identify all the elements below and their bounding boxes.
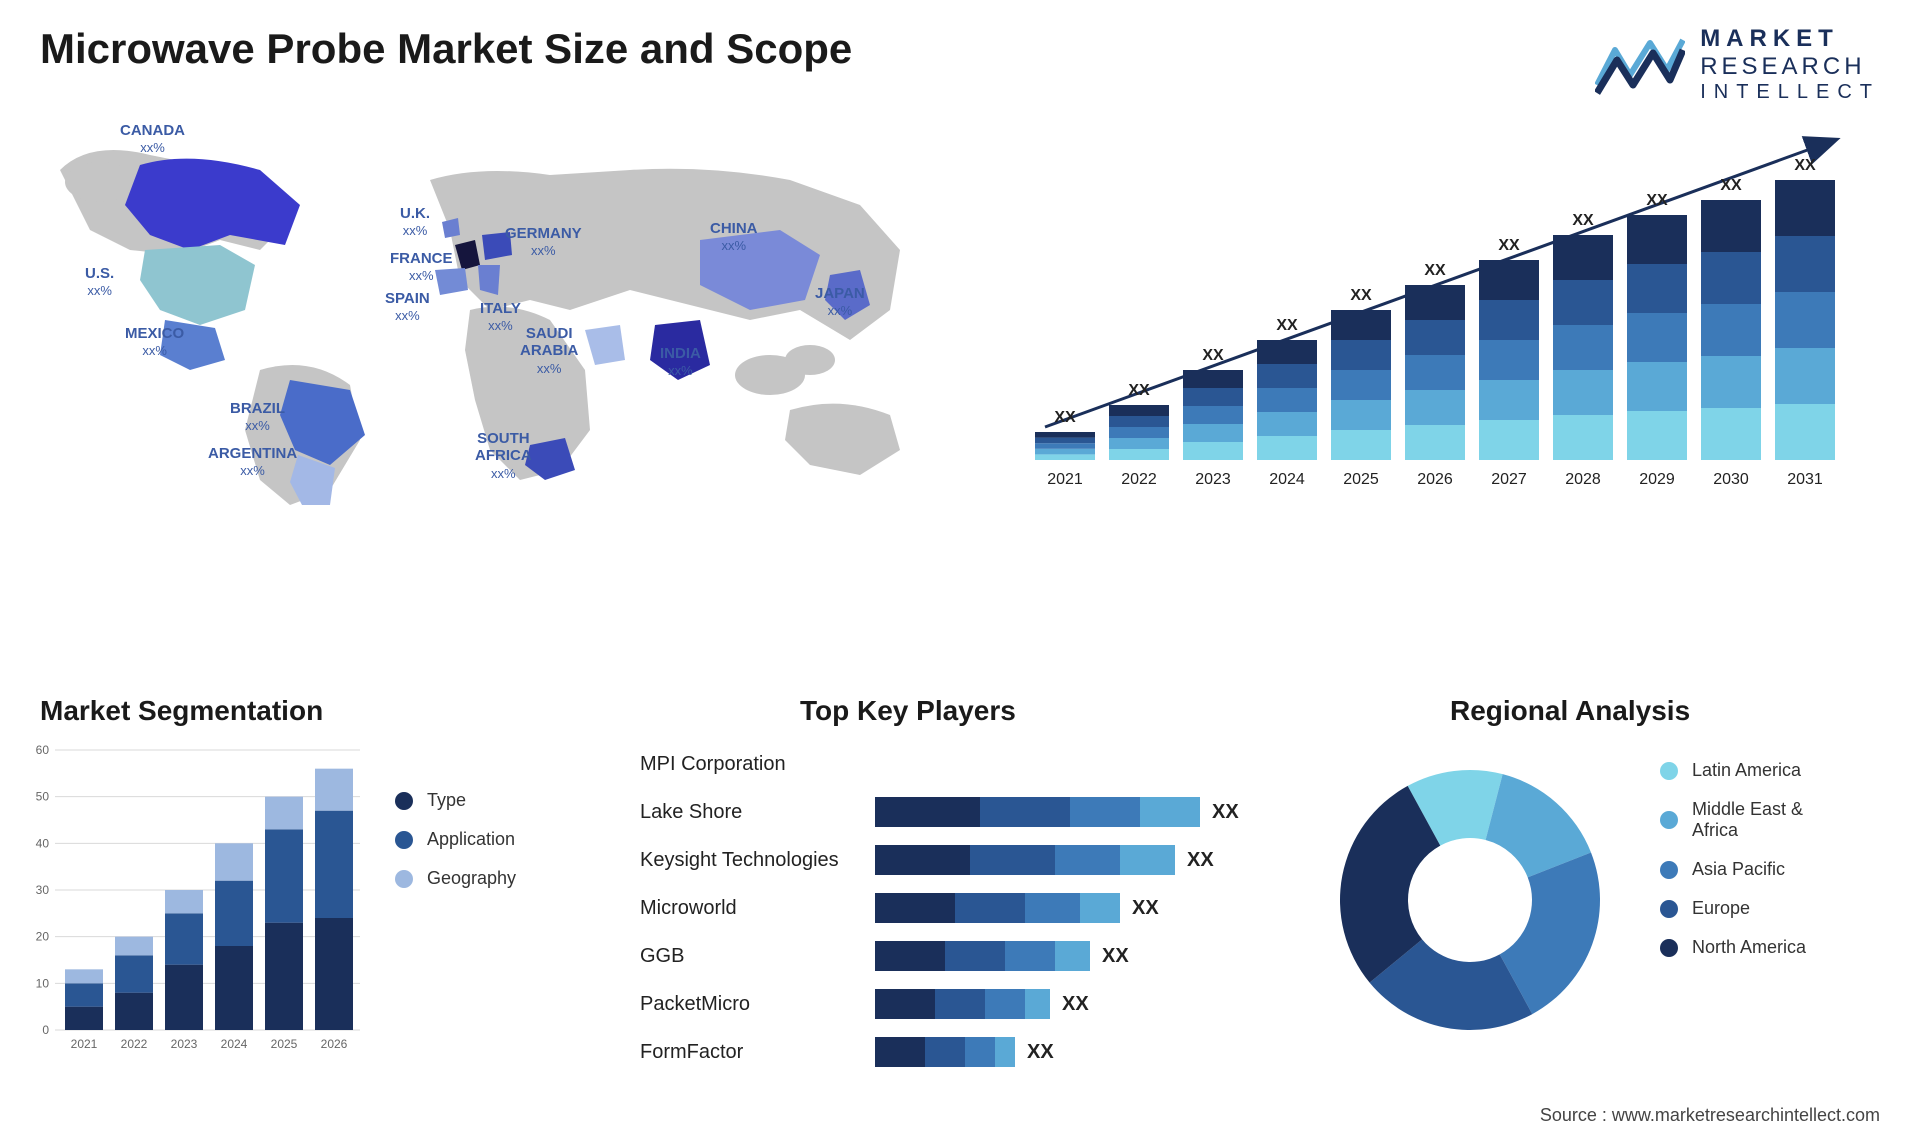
country-label: GERMANYxx% xyxy=(505,225,582,260)
keyplayer-row: Lake ShoreXX xyxy=(640,793,1290,831)
svg-text:XX: XX xyxy=(1054,409,1076,426)
svg-text:2024: 2024 xyxy=(1269,471,1305,488)
svg-text:XX: XX xyxy=(1720,177,1742,194)
country-label: CANADAxx% xyxy=(120,122,185,157)
seg-svg: 0 10 20 30 40 50 60 2021 2022 2023 2024 2025 2026 xyxy=(25,740,365,1060)
keyplayers-chart: MPI Corporation Lake ShoreXX Keysight Tech… xyxy=(640,745,1290,1081)
logo-icon xyxy=(1595,35,1685,95)
country-label: FRANCExx% xyxy=(390,250,453,285)
svg-text:XX: XX xyxy=(1276,317,1298,334)
world-map: CANADAxx% U.S.xx% MEXICOxx% BRAZILxx% ARGENT… xyxy=(30,110,950,510)
svg-text:2026: 2026 xyxy=(1417,471,1453,488)
legend-item: Geography xyxy=(395,868,516,889)
svg-text:2021: 2021 xyxy=(1047,471,1083,488)
svg-text:2022: 2022 xyxy=(1121,471,1157,488)
legend-item: Application xyxy=(395,829,516,850)
svg-text:XX: XX xyxy=(1794,157,1816,174)
svg-text:2027: 2027 xyxy=(1491,471,1527,488)
growth-chart: XX 2021 XX 2022 XX 2023 XX 2024 XX 2025 XX 2026 XX 20… xyxy=(1020,130,1870,510)
regional-donut xyxy=(1320,750,1620,1050)
svg-text:2028: 2028 xyxy=(1565,471,1601,488)
legend-item: Middle East &Africa xyxy=(1660,799,1806,841)
svg-text:60: 60 xyxy=(36,743,50,757)
page-title: Microwave Probe Market Size and Scope xyxy=(40,25,852,73)
svg-text:0: 0 xyxy=(42,1023,49,1037)
svg-text:2025: 2025 xyxy=(271,1037,298,1051)
country-label: U.K.xx% xyxy=(400,205,430,240)
keyplayer-row: FormFactorXX xyxy=(640,1033,1290,1071)
keyplayer-row: MicroworldXX xyxy=(640,889,1290,927)
country-label: ITALYxx% xyxy=(480,300,521,335)
country-label: INDIAxx% xyxy=(660,345,701,380)
svg-text:2024: 2024 xyxy=(221,1037,248,1051)
legend-item: Latin America xyxy=(1660,760,1806,781)
legend-item: Asia Pacific xyxy=(1660,859,1806,880)
country-label: BRAZILxx% xyxy=(230,400,285,435)
source-text: Source : www.marketresearchintellect.com xyxy=(1540,1105,1880,1126)
keyplayer-row: PacketMicroXX xyxy=(640,985,1290,1023)
country-label: JAPANxx% xyxy=(815,285,865,320)
svg-text:XX: XX xyxy=(1424,262,1446,279)
country-label: MEXICOxx% xyxy=(125,325,184,360)
svg-text:XX: XX xyxy=(1202,347,1224,364)
brand-logo: MARKET RESEARCH INTELLECT xyxy=(1595,25,1880,104)
keyplayer-row: Keysight TechnologiesXX xyxy=(640,841,1290,879)
legend-item: Europe xyxy=(1660,898,1806,919)
logo-line2: RESEARCH xyxy=(1700,53,1880,81)
segmentation-title: Market Segmentation xyxy=(40,695,323,727)
country-label: SOUTHAFRICAxx% xyxy=(475,430,532,482)
svg-text:40: 40 xyxy=(36,836,50,850)
svg-text:2025: 2025 xyxy=(1343,471,1379,488)
svg-text:XX: XX xyxy=(1646,192,1668,209)
country-label: SPAINxx% xyxy=(385,290,430,325)
legend-item: Type xyxy=(395,790,516,811)
keyplayer-row: GGBXX xyxy=(640,937,1290,975)
country-label: ARGENTINAxx% xyxy=(208,445,297,480)
svg-text:XX: XX xyxy=(1572,212,1594,229)
regional-title: Regional Analysis xyxy=(1450,695,1690,727)
country-label: CHINAxx% xyxy=(710,220,758,255)
country-label: SAUDIARABIAxx% xyxy=(520,325,578,377)
svg-text:XX: XX xyxy=(1128,382,1150,399)
svg-text:2022: 2022 xyxy=(121,1037,148,1051)
country-label: U.S.xx% xyxy=(85,265,114,300)
svg-text:30: 30 xyxy=(36,883,50,897)
svg-text:XX: XX xyxy=(1350,287,1372,304)
regional-legend: Latin America Middle East &Africa Asia Pac… xyxy=(1660,760,1806,976)
keyplayers-title: Top Key Players xyxy=(800,695,1016,727)
segmentation-chart: 0 10 20 30 40 50 60 2021 2022 2023 2024 2025 2026 xyxy=(25,740,365,1060)
svg-text:2023: 2023 xyxy=(171,1037,198,1051)
svg-text:2021: 2021 xyxy=(71,1037,98,1051)
svg-text:2023: 2023 xyxy=(1195,471,1231,488)
svg-text:2026: 2026 xyxy=(321,1037,348,1051)
growth-svg: XX 2021 XX 2022 XX 2023 XX 2024 XX 2025 XX 2026 XX 20… xyxy=(1020,130,1870,510)
svg-text:10: 10 xyxy=(36,976,50,990)
logo-line1: MARKET xyxy=(1700,25,1880,53)
segmentation-legend: Type Application Geography xyxy=(395,790,516,907)
legend-item: North America xyxy=(1660,937,1806,958)
keyplayer-row: MPI Corporation xyxy=(640,745,1290,783)
svg-text:50: 50 xyxy=(36,790,50,804)
svg-text:2030: 2030 xyxy=(1713,471,1749,488)
svg-text:2031: 2031 xyxy=(1787,471,1823,488)
donut-svg xyxy=(1320,750,1620,1050)
svg-text:20: 20 xyxy=(36,930,50,944)
svg-text:XX: XX xyxy=(1498,237,1520,254)
svg-text:2029: 2029 xyxy=(1639,471,1675,488)
logo-line3: INTELLECT xyxy=(1700,81,1880,104)
